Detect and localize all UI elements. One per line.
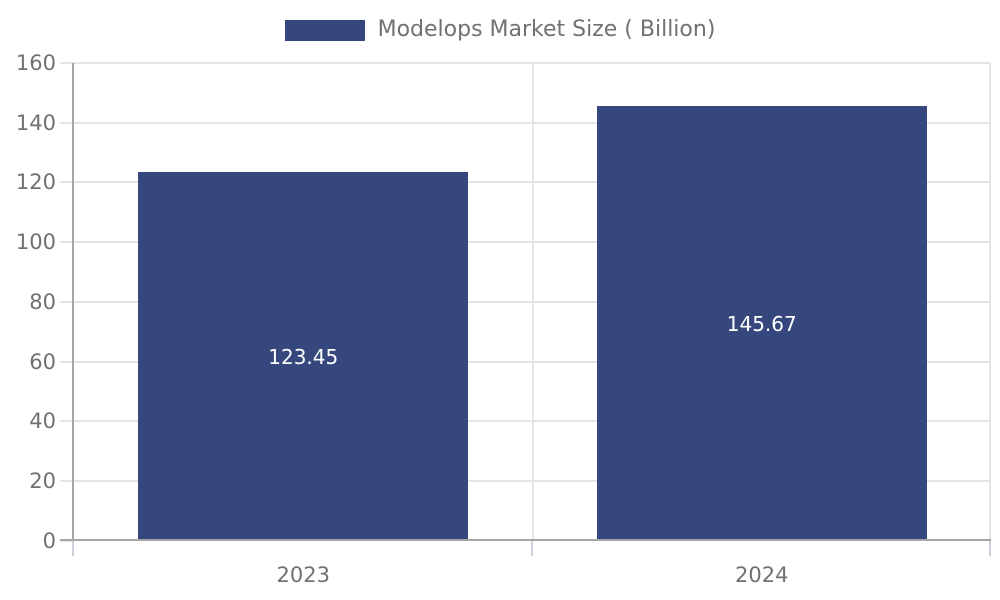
bar-value-label: 145.67 <box>726 311 797 336</box>
y-tick <box>60 540 74 542</box>
chart-legend: Modelops Market Size ( Billion) <box>0 17 1000 43</box>
x-axis-line <box>60 539 991 541</box>
y-axis-label: 100 <box>15 230 56 254</box>
x-axis-label: 2024 <box>735 563 789 587</box>
x-tick <box>989 541 991 556</box>
y-axis-label: 60 <box>29 350 56 374</box>
x-gridline <box>531 63 534 541</box>
y-axis-label: 140 <box>15 111 56 135</box>
x-tick <box>72 541 74 556</box>
y-axis-label: 80 <box>29 290 56 314</box>
y-axis-label: 120 <box>15 170 56 194</box>
y-tick <box>60 480 74 482</box>
bar-value-label: 123.45 <box>268 344 339 369</box>
y-tick <box>60 361 74 363</box>
y-tick <box>60 420 74 422</box>
y-tick <box>60 181 74 183</box>
legend-swatch <box>284 19 365 41</box>
legend-label: Modelops Market Size ( Billion) <box>377 17 716 42</box>
y-axis-label: 20 <box>29 469 56 493</box>
y-tick <box>60 122 74 124</box>
y-axis-label: 160 <box>15 51 56 75</box>
y-tick <box>60 301 74 303</box>
y-axis-label: 0 <box>42 529 56 553</box>
plot-border-right <box>989 63 991 541</box>
y-axis-label: 40 <box>29 409 56 433</box>
y-tick <box>60 241 74 243</box>
x-axis-label: 2023 <box>276 563 330 587</box>
y-axis-line <box>72 63 74 541</box>
bar-2024[interactable] <box>596 106 927 541</box>
legend-item-modelops-market-size[interactable]: Modelops Market Size ( Billion) <box>284 17 716 43</box>
x-tick <box>530 541 533 556</box>
y-tick <box>60 62 74 64</box>
bar-2023[interactable] <box>138 172 469 541</box>
